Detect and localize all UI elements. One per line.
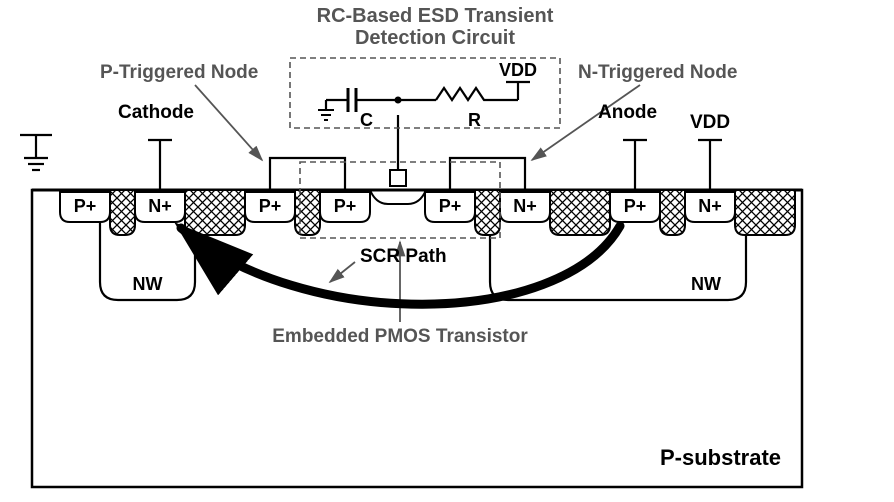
svg-text:P+: P+ <box>439 196 462 216</box>
svg-text:C: C <box>360 110 373 130</box>
svg-text:NW: NW <box>133 274 163 294</box>
svg-text:VDD: VDD <box>499 60 537 80</box>
svg-text:P+: P+ <box>74 196 97 216</box>
svg-text:VDD: VDD <box>690 112 730 133</box>
svg-text:SCR Path: SCR Path <box>360 246 447 267</box>
svg-text:P-substrate: P-substrate <box>660 445 781 470</box>
svg-text:P+: P+ <box>334 196 357 216</box>
svg-text:Detection Circuit: Detection Circuit <box>355 27 515 49</box>
svg-text:P+: P+ <box>624 196 647 216</box>
svg-text:N+: N+ <box>148 196 172 216</box>
svg-text:Cathode: Cathode <box>118 102 194 123</box>
svg-text:NW: NW <box>691 274 721 294</box>
svg-text:P+: P+ <box>259 196 282 216</box>
svg-text:Embedded PMOS Transistor: Embedded PMOS Transistor <box>272 326 528 347</box>
svg-text:N+: N+ <box>513 196 537 216</box>
svg-text:N+: N+ <box>698 196 722 216</box>
svg-text:N-Triggered Node: N-Triggered Node <box>578 62 737 83</box>
svg-text:R: R <box>468 110 481 130</box>
svg-text:P-Triggered Node: P-Triggered Node <box>100 62 258 83</box>
svg-text:Anode: Anode <box>598 102 657 123</box>
esd-scr-cross-section-diagram: P+ N+ P+ P+ P+ N+ P+ N+ RC-Based ESD TransientDe… <box>0 0 894 502</box>
svg-text:RC-Based ESD Transient: RC-Based ESD Transient <box>317 5 554 27</box>
